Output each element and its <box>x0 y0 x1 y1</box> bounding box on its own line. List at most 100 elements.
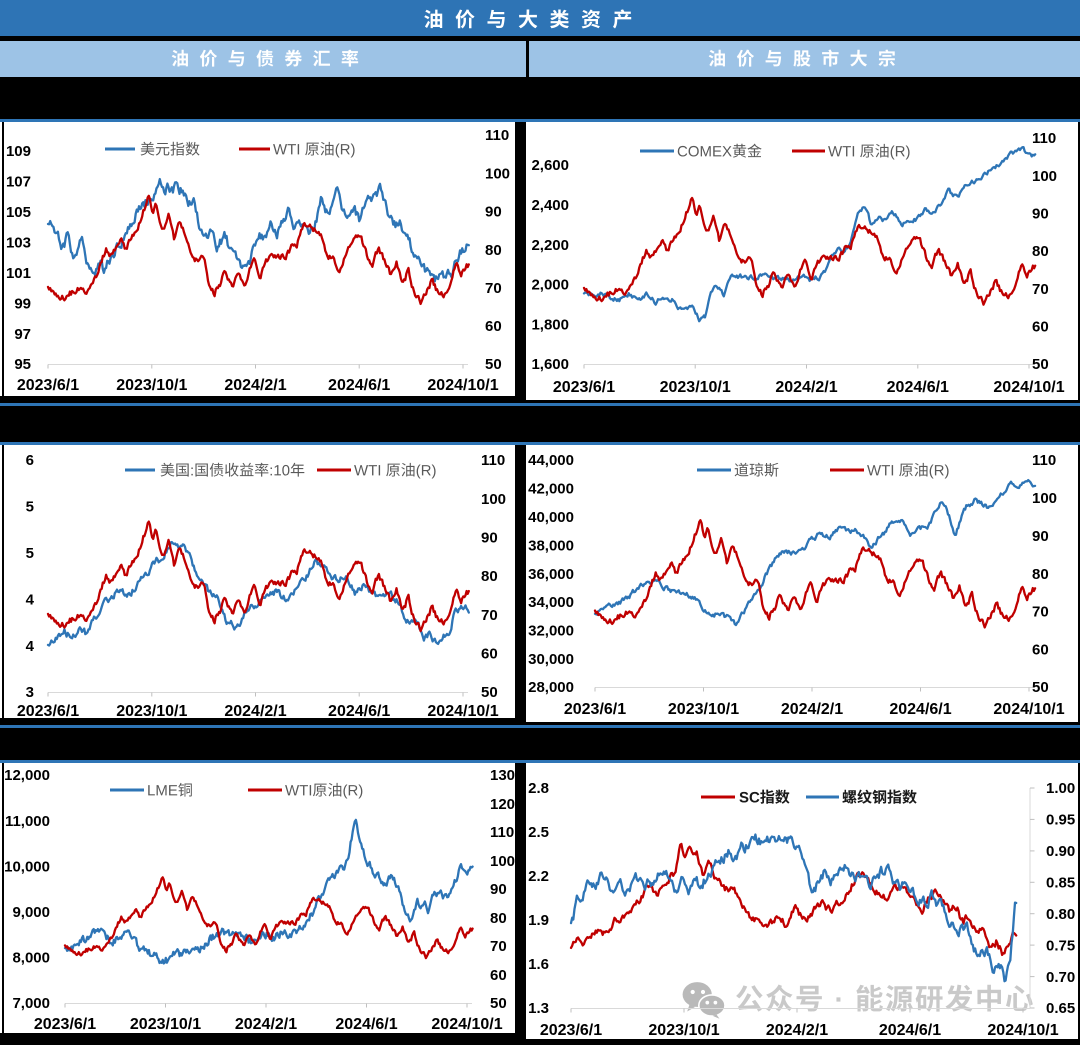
svg-text:11,000: 11,000 <box>5 813 50 830</box>
svg-text:32,000: 32,000 <box>528 623 574 640</box>
svg-text:0.95: 0.95 <box>1046 812 1075 829</box>
svg-text:60: 60 <box>485 318 502 335</box>
svg-text:80: 80 <box>485 242 502 259</box>
svg-text:70: 70 <box>481 607 498 624</box>
svg-text:34,000: 34,000 <box>528 594 574 611</box>
svg-text:97: 97 <box>14 326 31 343</box>
svg-text:2024/2/1: 2024/2/1 <box>235 1016 297 1033</box>
svg-text:0.90: 0.90 <box>1046 843 1075 860</box>
svg-text:2024/2/1: 2024/2/1 <box>781 701 843 718</box>
svg-text:70: 70 <box>485 280 502 297</box>
svg-text:50: 50 <box>1032 356 1049 373</box>
svg-text:12,000: 12,000 <box>4 767 50 784</box>
svg-text:110: 110 <box>485 127 509 144</box>
svg-text:70: 70 <box>1032 604 1049 621</box>
svg-text:109: 109 <box>6 143 31 160</box>
svg-text:70: 70 <box>1032 281 1049 298</box>
svg-text:90: 90 <box>1032 206 1049 223</box>
svg-text:2.2: 2.2 <box>528 868 549 885</box>
svg-text:50: 50 <box>485 356 502 373</box>
svg-text:60: 60 <box>481 646 498 663</box>
svg-text:2024/2/1: 2024/2/1 <box>775 379 837 396</box>
svg-text:2023/10/1: 2023/10/1 <box>116 703 187 720</box>
svg-text:44,000: 44,000 <box>528 452 574 469</box>
svg-text:1.00: 1.00 <box>1046 780 1075 797</box>
svg-text:2024/2/1: 2024/2/1 <box>766 1022 828 1039</box>
svg-text:2,600: 2,600 <box>531 157 569 174</box>
svg-text:100: 100 <box>1032 490 1057 507</box>
svg-text:99: 99 <box>14 295 31 312</box>
svg-text:2.8: 2.8 <box>528 780 549 797</box>
svg-text:36,000: 36,000 <box>528 566 574 583</box>
svg-text:5: 5 <box>26 499 34 516</box>
svg-text:2024/6/1: 2024/6/1 <box>879 1022 941 1039</box>
svg-text:9,000: 9,000 <box>12 904 50 921</box>
svg-text:4: 4 <box>26 638 35 655</box>
svg-text:10,000: 10,000 <box>4 859 50 876</box>
svg-text:0.85: 0.85 <box>1046 875 1075 892</box>
svg-text:80: 80 <box>490 910 507 927</box>
svg-text:1,800: 1,800 <box>531 316 569 333</box>
svg-text:80: 80 <box>481 568 498 585</box>
svg-text:90: 90 <box>485 204 502 221</box>
svg-text:50: 50 <box>1032 679 1049 696</box>
svg-text:110: 110 <box>1032 130 1056 147</box>
svg-text:2023/10/1: 2023/10/1 <box>130 1016 201 1033</box>
svg-text:90: 90 <box>1032 528 1049 545</box>
svg-text:2024/10/1: 2024/10/1 <box>427 377 498 394</box>
svg-text:2023/6/1: 2023/6/1 <box>553 379 615 396</box>
svg-text:2023/6/1: 2023/6/1 <box>17 377 79 394</box>
svg-text:60: 60 <box>1032 319 1049 336</box>
svg-text:120: 120 <box>490 796 515 813</box>
svg-text:95: 95 <box>14 356 31 373</box>
svg-text:110: 110 <box>481 452 505 469</box>
svg-text:2024/6/1: 2024/6/1 <box>328 377 390 394</box>
svg-text:130: 130 <box>490 767 515 784</box>
svg-text:2024/10/1: 2024/10/1 <box>987 1022 1058 1039</box>
svg-text:2023/10/1: 2023/10/1 <box>660 379 731 396</box>
svg-text:80: 80 <box>1032 566 1049 583</box>
svg-text:2023/10/1: 2023/10/1 <box>648 1022 719 1039</box>
svg-text:0.70: 0.70 <box>1046 969 1075 986</box>
svg-text:2024/10/1: 2024/10/1 <box>427 703 498 720</box>
svg-text:110: 110 <box>490 824 514 841</box>
svg-text:2,400: 2,400 <box>531 197 569 214</box>
svg-text:70: 70 <box>490 938 507 955</box>
svg-text:2023/6/1: 2023/6/1 <box>17 703 79 720</box>
svg-text:6: 6 <box>26 452 34 469</box>
svg-text:1.9: 1.9 <box>528 912 549 929</box>
svg-text:2024/6/1: 2024/6/1 <box>328 703 390 720</box>
svg-text:2024/2/1: 2024/2/1 <box>224 703 286 720</box>
svg-text:2024/10/1: 2024/10/1 <box>993 379 1064 396</box>
svg-text:100: 100 <box>485 165 510 182</box>
svg-text:80: 80 <box>1032 243 1049 260</box>
svg-text:1.3: 1.3 <box>528 1000 549 1017</box>
svg-text:100: 100 <box>1032 168 1057 185</box>
svg-text:2024/2/1: 2024/2/1 <box>224 377 286 394</box>
svg-text:105: 105 <box>6 204 31 221</box>
svg-text:2023/6/1: 2023/6/1 <box>564 701 626 718</box>
svg-text:40,000: 40,000 <box>528 509 574 526</box>
svg-text:2024/6/1: 2024/6/1 <box>887 379 949 396</box>
svg-text:100: 100 <box>490 853 515 870</box>
svg-text:2024/6/1: 2024/6/1 <box>335 1016 397 1033</box>
svg-text:101: 101 <box>6 265 31 282</box>
svg-text:60: 60 <box>490 967 507 984</box>
svg-text:4: 4 <box>26 591 35 608</box>
svg-text:42,000: 42,000 <box>528 481 574 498</box>
svg-text:2023/10/1: 2023/10/1 <box>668 701 739 718</box>
svg-text:1.6: 1.6 <box>528 956 549 973</box>
svg-text:50: 50 <box>490 995 507 1012</box>
svg-text:30,000: 30,000 <box>528 651 574 668</box>
svg-text:2.5: 2.5 <box>528 824 549 841</box>
svg-text:100: 100 <box>481 491 506 508</box>
svg-text:2023/6/1: 2023/6/1 <box>34 1016 96 1033</box>
svg-text:110: 110 <box>1032 452 1056 469</box>
svg-text:3: 3 <box>26 684 34 701</box>
svg-text:50: 50 <box>481 684 498 701</box>
svg-text:5: 5 <box>26 545 34 562</box>
svg-text:38,000: 38,000 <box>528 537 574 554</box>
svg-text:2,000: 2,000 <box>531 277 569 294</box>
svg-text:7,000: 7,000 <box>12 995 50 1012</box>
svg-text:0.65: 0.65 <box>1046 1000 1075 1017</box>
